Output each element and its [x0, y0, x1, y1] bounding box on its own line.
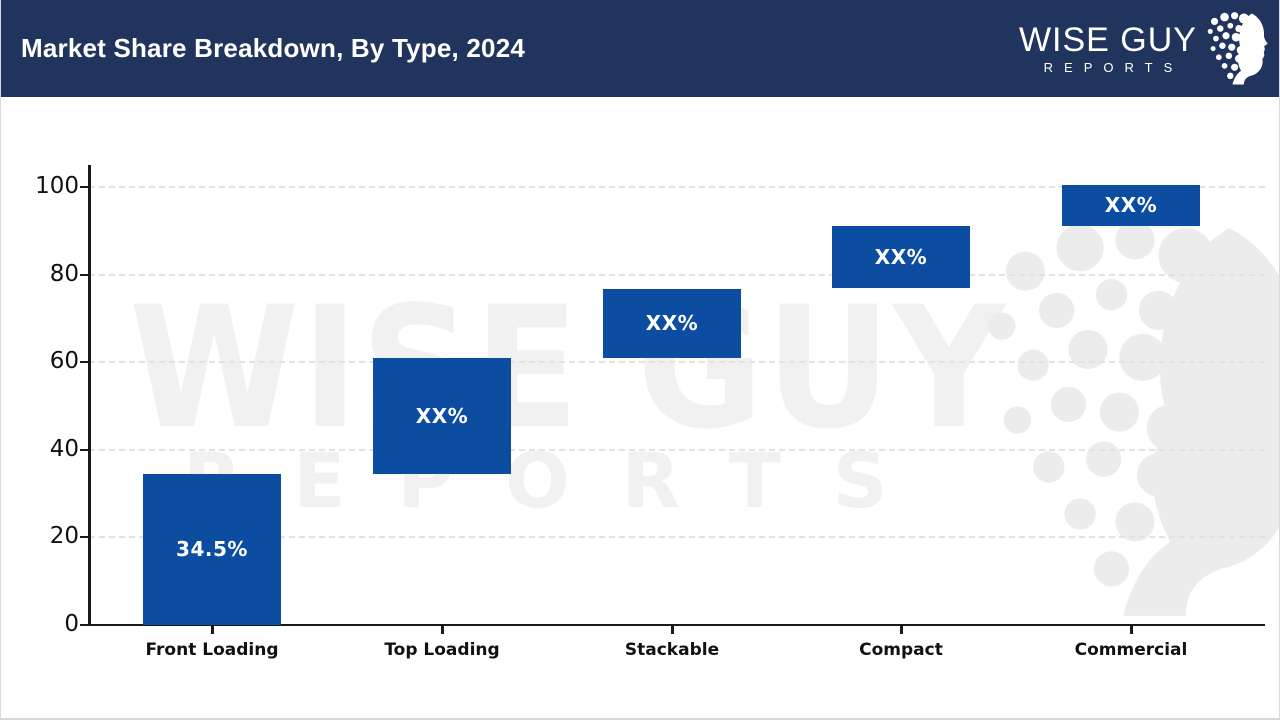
x-category-label-3: Compact — [859, 640, 943, 660]
bar-segment-1: XX% — [373, 357, 511, 474]
y-tick-label-20: 20 — [49, 523, 79, 550]
header-bar: Market Share Breakdown, By Type, 2024 WI… — [1, 0, 1279, 97]
y-tick-mark-20 — [80, 536, 88, 539]
x-category-label-0: Front Loading — [145, 640, 279, 660]
logo-wordmark: WISE GUY — [1018, 21, 1197, 59]
x-axis-line — [88, 623, 1265, 626]
x-category-label-4: Commercial — [1074, 640, 1188, 660]
x-category-label-1: Top Loading — [384, 640, 500, 660]
y-tick-mark-80 — [80, 273, 88, 276]
gridline-80 — [89, 273, 1265, 276]
logo-subtitle: REPORTS — [1043, 60, 1184, 75]
bar-value-label-0: 34.5% — [176, 537, 248, 562]
gridline-100 — [89, 186, 1265, 188]
y-tick-label-0: 0 — [64, 611, 79, 637]
x-tick-mark-2 — [670, 626, 674, 634]
gridline-20 — [89, 536, 1265, 539]
y-tick-label-100: 100 — [35, 173, 79, 199]
x-tick-mark-0 — [210, 626, 214, 634]
logo-text: WISE GUY REPORTS — [1019, 23, 1197, 74]
page-title: Market Share Breakdown, By Type, 2024 — [21, 33, 526, 63]
x-category-label-2: Stackable — [624, 640, 720, 660]
y-tick-label-80: 80 — [49, 260, 79, 287]
x-tick-mark-1 — [440, 626, 444, 634]
bar-segment-2: XX% — [603, 288, 741, 358]
x-tick-mark-4 — [1129, 626, 1133, 634]
bar-segment-3: XX% — [832, 225, 970, 288]
bar-segment-0: 34.5% — [143, 473, 281, 625]
bar-value-label-3: XX% — [874, 244, 928, 269]
y-tick-label-60: 60 — [49, 348, 79, 375]
y-tick-mark-40 — [80, 448, 88, 451]
face-profile-icon — [1207, 11, 1268, 84]
bar-value-label-2: XX% — [645, 311, 699, 336]
gridline-60 — [89, 361, 1265, 364]
y-tick-mark-0 — [80, 624, 88, 626]
y-tick-mark-60 — [80, 361, 88, 364]
bar-segment-4: XX% — [1062, 184, 1200, 226]
gridline-40 — [89, 448, 1265, 451]
x-tick-mark-3 — [899, 626, 903, 634]
y-tick-mark-100 — [80, 186, 88, 188]
bar-value-label-1: XX% — [415, 403, 469, 428]
bar-value-label-4: XX% — [1104, 193, 1158, 218]
y-axis-line — [88, 165, 91, 625]
wise-guy-logo: WISE GUY REPORTS — [1019, 5, 1269, 93]
y-tick-label-40: 40 — [49, 435, 79, 462]
